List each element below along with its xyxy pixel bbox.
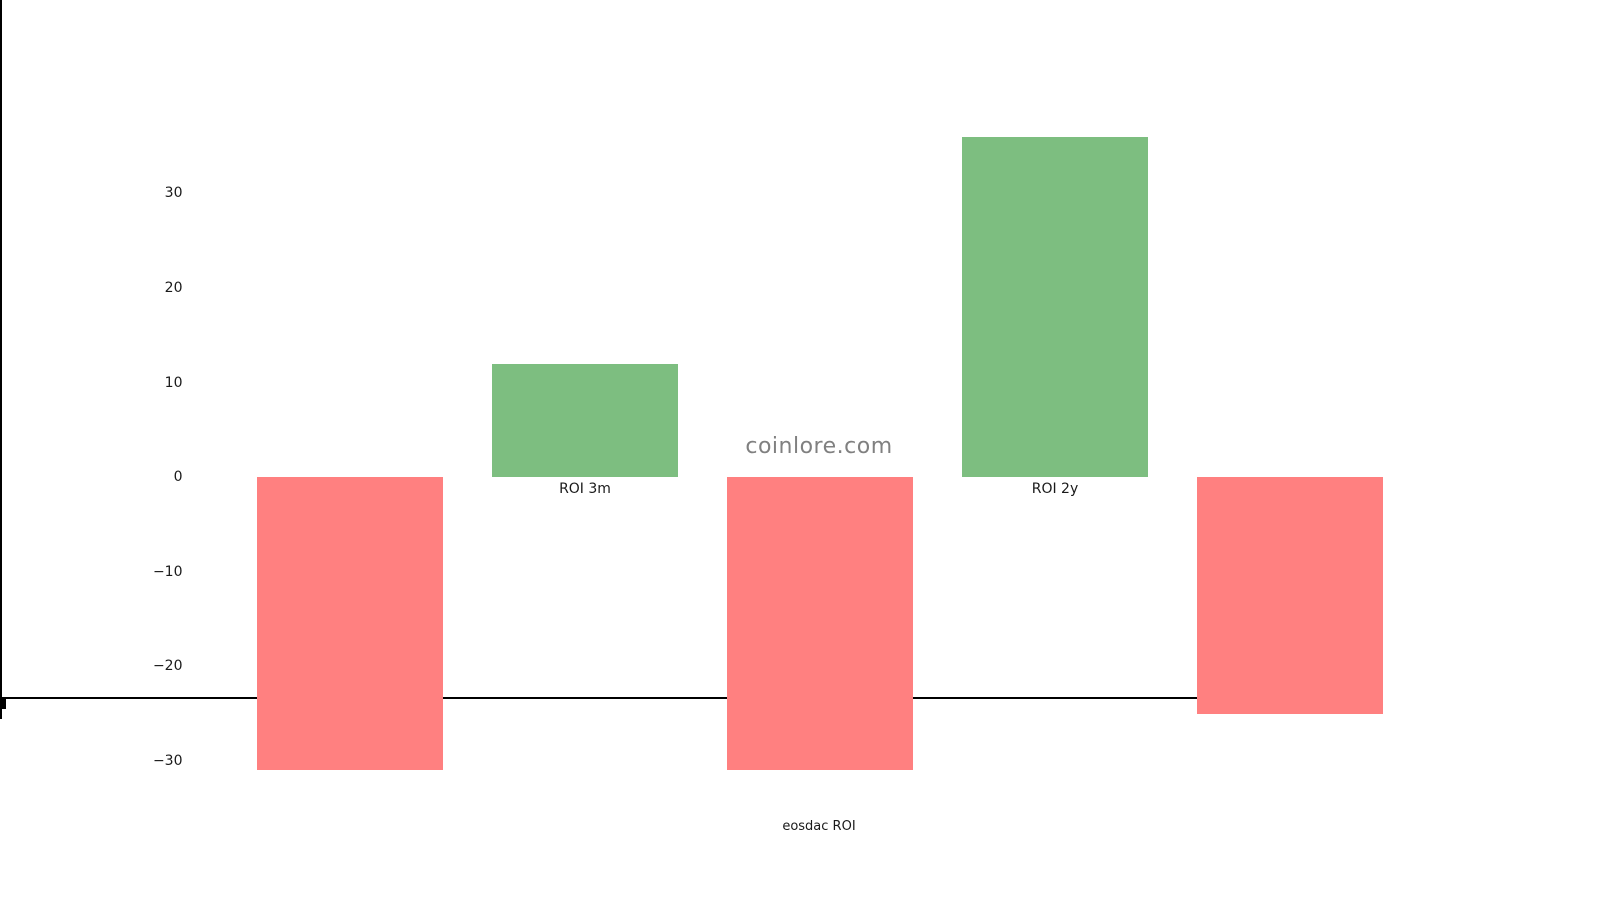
y-tick-mark (0, 698, 6, 700)
y-tick-label: −20 (152, 658, 183, 675)
chart-title: eosdac ROI (782, 819, 856, 834)
y-tick-mark (0, 706, 6, 708)
x-tick-mark (0, 714, 2, 719)
y-tick-label: 30 (164, 185, 183, 202)
x-axis-zero-line (0, 697, 1246, 699)
y-tick-label: −30 (152, 752, 183, 769)
y-tick-label: 10 (164, 374, 183, 391)
y-tick-mark (0, 701, 6, 703)
bar-roi-3m (492, 363, 678, 478)
x-tick-label: ROI 3m (559, 481, 611, 498)
y-tick-label: 20 (164, 279, 183, 296)
watermark: coinlore.com (745, 434, 893, 459)
y-tick-mark (0, 704, 6, 706)
bar-series-3 (727, 477, 913, 771)
y-tick-mark (0, 703, 6, 705)
x-tick-mark (0, 709, 2, 714)
bar-series-5 (1197, 477, 1383, 714)
y-tick-label: −10 (152, 563, 183, 580)
y-axis-line (0, 0, 2, 697)
y-tick-mark (0, 707, 6, 709)
bar-series-1 (257, 477, 443, 771)
bar-roi-2y (962, 136, 1148, 478)
y-tick-label: 0 (173, 469, 183, 486)
y-tick-mark (0, 700, 6, 702)
x-tick-label: ROI 2y (1031, 481, 1079, 498)
